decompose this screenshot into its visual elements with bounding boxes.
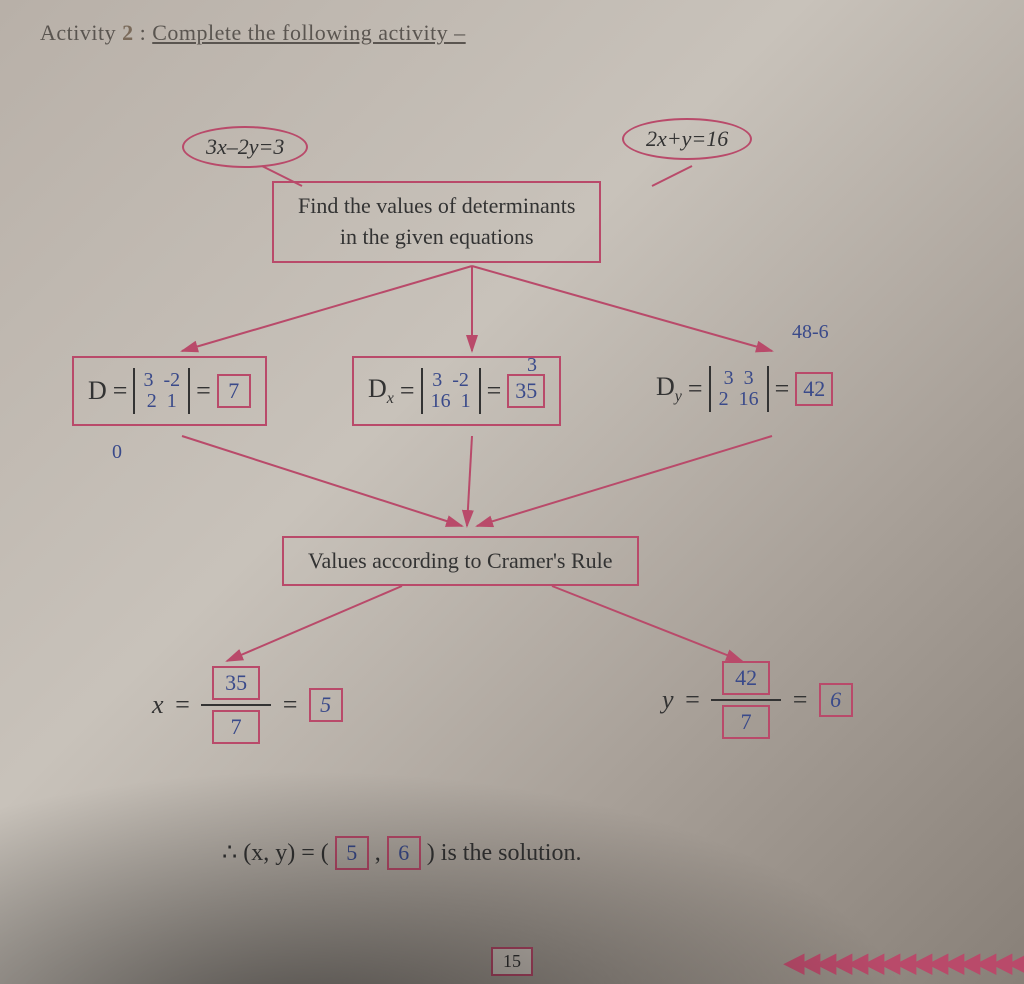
instruction-box: Find the values of determinants in the g…	[272, 181, 601, 263]
d-matrix: 3-2 21	[133, 368, 190, 414]
dx-label: Dx	[368, 374, 394, 408]
activity-label: Activity	[40, 20, 116, 45]
y-val: 6	[819, 683, 853, 717]
y-num: 42	[722, 661, 770, 695]
activity-number: 2	[122, 20, 134, 45]
handwriting-dx-exp: 3	[527, 354, 537, 377]
handwriting-below-d: 0	[112, 441, 122, 464]
y-den: 7	[722, 705, 770, 739]
cramer-text: Values according to Cramer's Rule	[308, 548, 613, 573]
solution-sep: ,	[375, 840, 381, 866]
x-den: 7	[212, 710, 260, 744]
edge-pattern: ◀◀◀◀◀◀◀◀◀◀◀◀◀◀◀	[784, 948, 1024, 978]
activity-text: Complete the following activity –	[152, 20, 465, 45]
y-fraction: 42 7	[711, 661, 781, 739]
d-label: D	[88, 376, 107, 406]
dy-label: Dy	[656, 372, 682, 406]
page: Activity 2 : Complete the following acti…	[0, 0, 1024, 984]
x-var: x	[152, 690, 164, 720]
solution-y: 6	[387, 836, 421, 870]
x-equation: x = 35 7 = 5	[152, 666, 343, 744]
instruction-line1: Find the values of determinants	[298, 191, 575, 222]
header-sep: :	[140, 20, 147, 45]
instruction-line2: in the given equations	[298, 222, 575, 253]
handwriting-above-dy: 48-6	[792, 321, 829, 344]
dy-matrix: 33 216	[709, 366, 769, 412]
dx-result: 35	[507, 374, 545, 408]
equation-left-oval: 3x–2y=3	[182, 126, 308, 168]
solution-suffix: ) is the solution.	[427, 840, 582, 866]
y-var: y	[662, 685, 674, 715]
x-val: 5	[309, 688, 343, 722]
activity-header: Activity 2 : Complete the following acti…	[40, 20, 964, 46]
y-equation: y = 42 7 = 6	[662, 661, 853, 739]
dx-matrix: 3-2 161	[421, 368, 481, 414]
diagram: 3x–2y=3 2x+y=16 Find the values of deter…	[52, 106, 952, 906]
solution-line: ∴ (x, y) = ( 5 , 6 ) is the solution.	[222, 836, 581, 870]
dy-result: 42	[795, 372, 833, 406]
equation-left: 3x–2y=3	[206, 134, 284, 159]
d-result: 7	[217, 374, 251, 408]
determinant-d-box: D = 3-2 21 = 7	[72, 356, 267, 426]
determinant-dy-box: Dy = 33 216 = 42	[642, 356, 847, 422]
equation-right: 2x+y=16	[646, 126, 728, 151]
solution-x: 5	[335, 836, 369, 870]
solution-prefix: ∴ (x, y) = (	[222, 840, 329, 866]
x-fraction: 35 7	[201, 666, 271, 744]
equation-right-oval: 2x+y=16	[622, 118, 752, 160]
x-num: 35	[212, 666, 260, 700]
page-number: 15	[491, 947, 533, 976]
cramer-box: Values according to Cramer's Rule	[282, 536, 639, 586]
